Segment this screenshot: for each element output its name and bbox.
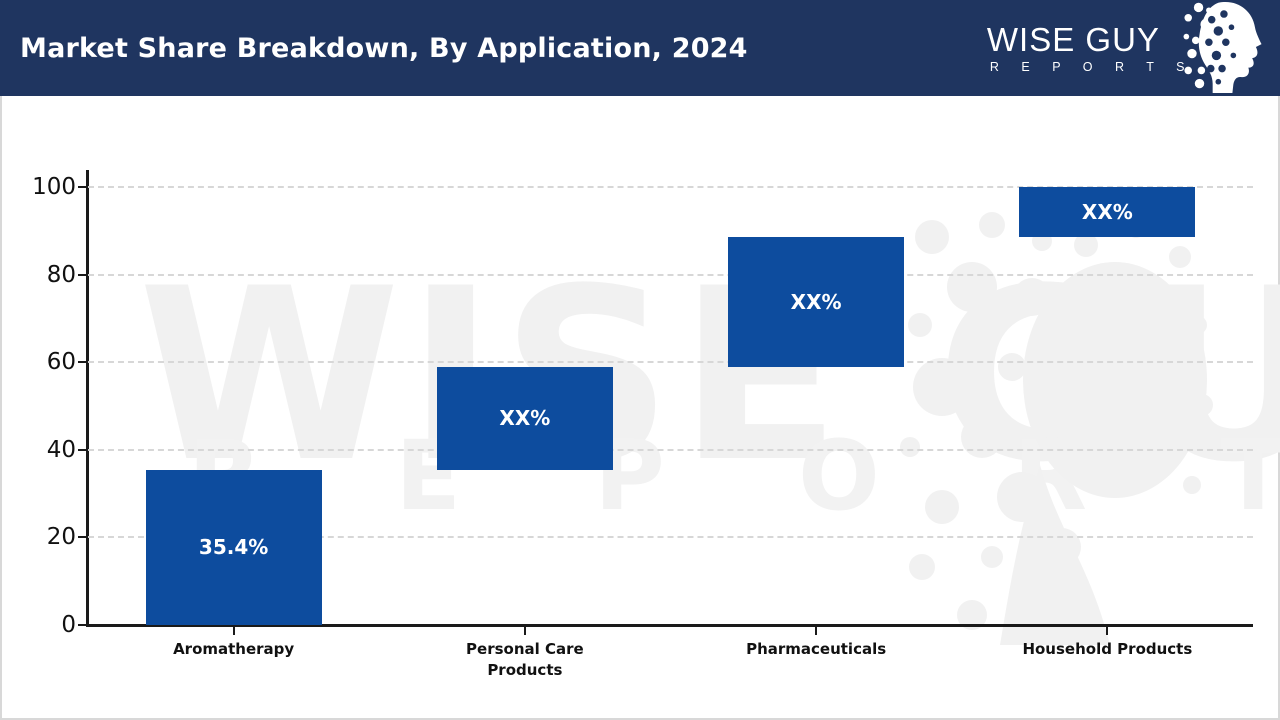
gridline-y40 [88,448,1253,451]
bar-value-label: XX% [1081,199,1133,224]
y-tick-40 [78,448,87,451]
bar-value-label: 35.4% [198,535,269,560]
gridline-y80 [88,273,1253,276]
bar-pharmaceuticals: XX% [728,236,905,367]
bar-value-label: XX% [499,406,551,431]
x-tick-1 [523,626,526,635]
category-label: Personal Care Products [466,640,584,679]
logo-text: WISE GUY R E P O R T S [987,23,1194,74]
category-label: Pharmaceuticals [746,640,887,658]
logo-wordmark: WISE GUY [986,20,1160,58]
bar-household-products: XX% [1019,187,1196,237]
y-tick-20 [78,536,87,539]
y-tick-80 [78,273,87,276]
gridline-y100 [88,186,1253,188]
y-tick-label-100: 100 [32,174,76,200]
category-label: Household Products [1022,640,1193,658]
wise-guy-reports-logo: WISE GUY R E P O R T S [987,1,1266,95]
x-tick-0 [232,626,235,635]
watermark-dotted-head [900,212,1213,645]
x-tick-2 [815,626,818,635]
y-tick-0 [78,624,87,626]
bar-personal-care: XX% [436,366,613,470]
gridline-y20 [88,536,1253,539]
bar-aromatherapy: 35.4% [145,469,322,625]
y-tick-label-20: 20 [46,524,76,551]
y-tick-100 [78,186,87,188]
x-axis-line [86,624,1253,627]
y-tick-label-40: 40 [46,436,76,463]
chart-title: Market Share Breakdown, By Application, … [20,32,748,64]
y-tick-60 [78,361,87,364]
category-label: Aromatherapy [173,640,295,658]
x-tick-3 [1106,626,1109,635]
y-axis-line [86,170,89,626]
y-tick-label-80: 80 [46,261,76,288]
y-tick-label-0: 0 [61,612,76,638]
y-tick-label-60: 60 [46,349,76,376]
logo-subtitle: R E P O R T S [989,59,1194,74]
dotted-head-icon [1183,2,1262,93]
gridline-y60 [88,361,1253,364]
header-bar: Market Share Breakdown, By Application, … [0,0,1280,96]
bar-value-label: XX% [790,289,842,314]
